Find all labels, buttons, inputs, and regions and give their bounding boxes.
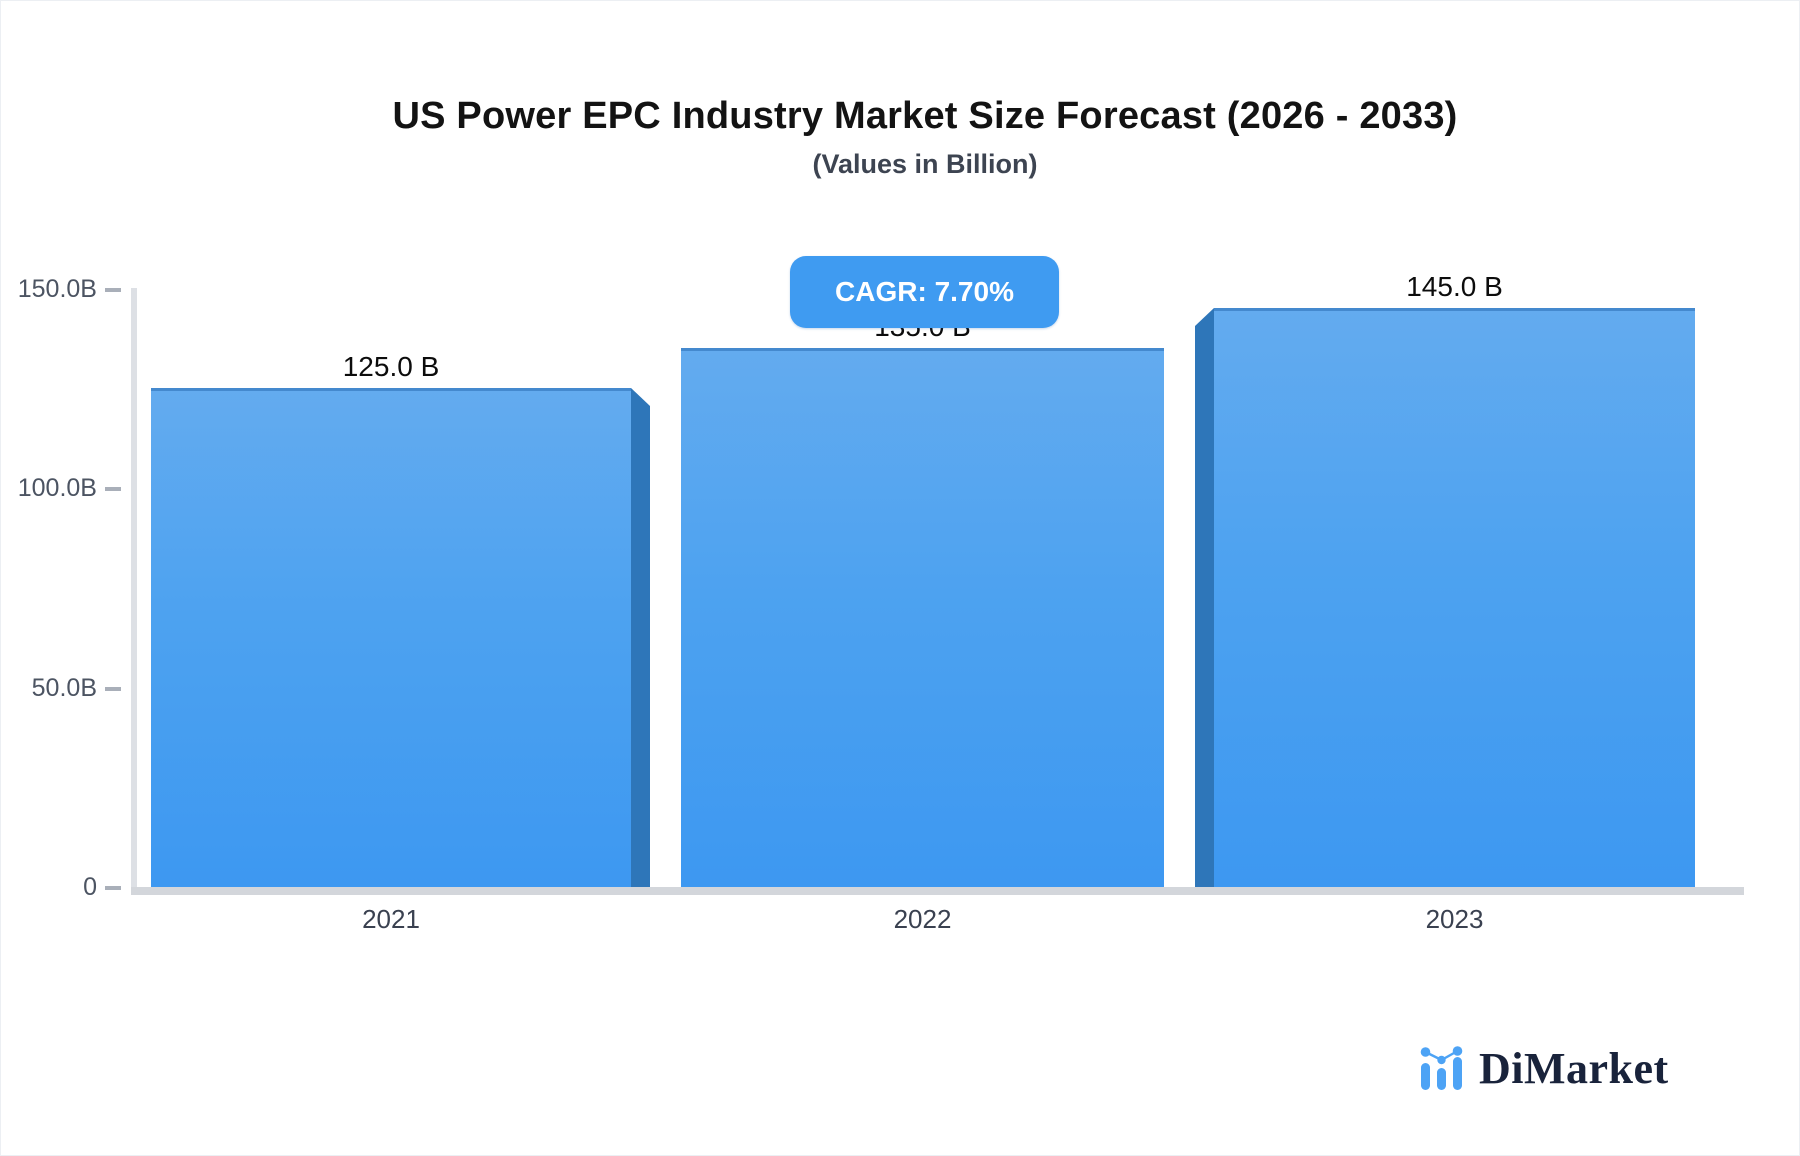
chart-title: US Power EPC Industry Market Size Foreca… (392, 95, 1458, 137)
bar-value-label: 125.0 B (342, 351, 440, 382)
dimarket-bars-icon (1420, 1046, 1463, 1090)
y-axis-tick (105, 288, 121, 292)
x-axis-line (131, 887, 1744, 895)
bar-side-face (1195, 308, 1214, 887)
y-axis-tick-label: 100.0B (17, 474, 97, 502)
y-axis-tick (105, 687, 121, 691)
y-axis-tick-label: 150.0B (17, 275, 97, 303)
x-axis-label: 2021 (362, 904, 420, 934)
y-axis-tick-label: 50.0B (31, 674, 97, 702)
brand-logo: DiMarket (1419, 1043, 1669, 1095)
x-axis-label: 2023 (1425, 904, 1484, 934)
x-axis-label: 2022 (893, 904, 952, 934)
y-axis-tick (105, 886, 121, 890)
bar-2022[interactable] (681, 348, 1164, 887)
cagr-badge: CAGR: 7.70% (790, 256, 1059, 328)
chart-subtitle: (Values in Billion) (812, 149, 1038, 179)
y-axis-line (131, 288, 137, 895)
brand-name: DiMarket (1479, 1044, 1669, 1093)
bar-2023[interactable] (1214, 308, 1695, 887)
bar-side-face (631, 388, 650, 887)
bar-value-label: 145.0 B (1406, 271, 1503, 302)
y-axis-tick-label: 0 (83, 873, 97, 901)
bar-2021[interactable] (151, 388, 631, 887)
y-axis-tick (105, 487, 121, 491)
